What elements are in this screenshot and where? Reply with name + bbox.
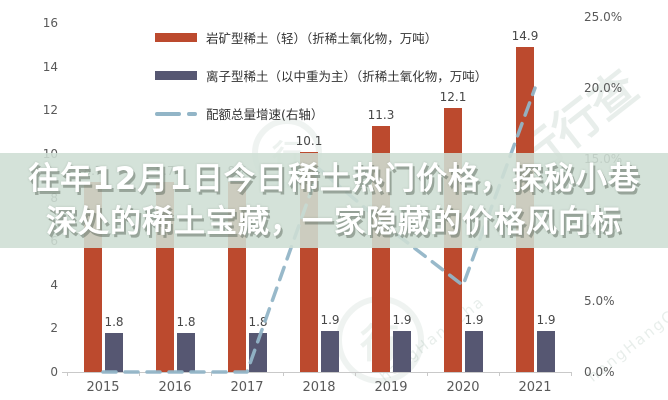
right-axis-tick-label: 25.0% (584, 10, 623, 24)
bar-value-label: 1.9 (392, 312, 412, 327)
right-axis-tick-label: 20.0% (584, 81, 623, 95)
x-axis-tick (67, 372, 68, 376)
right-axis-tick-label: 0.0% (584, 365, 615, 379)
x-axis-year-label: 2017 (230, 380, 264, 395)
left-axis-tick-label: 4 (50, 277, 58, 292)
bar-ion-type-2018 (321, 330, 339, 372)
bar-value-label: 14.9 (511, 28, 539, 43)
bar-ion-type-2020 (465, 330, 483, 372)
x-axis-tick (211, 372, 212, 376)
bar-ion-type-2016 (177, 332, 195, 372)
headline-line1: 往年12月1日今日稀土热门价格，探秘小巷 (28, 160, 640, 197)
chart-legend: 岩矿型稀土（轻）（折稀土氧化物，万吨） 离子型稀土（以中重为主）（折稀土氧化物，… (155, 27, 487, 141)
bar-ion-type-2015 (105, 332, 123, 372)
x-axis-year-label: 2018 (302, 380, 336, 395)
bar-value-label: 1.8 (176, 314, 196, 329)
legend-item: 岩矿型稀土（轻）（折稀土氧化物，万吨） (155, 27, 487, 48)
legend-item-label: 离子型稀土（以中重为主）（折稀土氧化物，万吨） (206, 69, 488, 84)
legend-item: 配额总量增速(右轴） (155, 103, 487, 124)
bar-value-label: 11.3 (367, 107, 395, 122)
left-axis-tick-label: 16 (42, 16, 58, 30)
x-axis-line (62, 372, 571, 373)
x-axis-year-label: 2016 (158, 380, 192, 395)
x-axis-year-label: 2020 (446, 380, 480, 395)
left-axis-tick-label: 14 (42, 59, 58, 74)
bar-value-label: 1.8 (248, 314, 268, 329)
x-axis-year-label: 2021 (518, 380, 552, 395)
x-axis-tick (427, 372, 428, 376)
x-axis-tick (355, 372, 356, 376)
legend-item: 离子型稀土（以中重为主）（折稀土氧化物，万吨） (155, 65, 487, 86)
legend-swatch-ion (155, 71, 197, 80)
bar-ion-type-2021 (537, 330, 555, 372)
bar-ion-type-2017 (249, 332, 267, 372)
x-axis-tick (571, 372, 572, 376)
headline-banner: 往年12月1日今日稀土热门价格，探秘小巷 深处的稀土宝藏，一家隐藏的价格风向标 (0, 153, 668, 248)
legend-swatch-rock (155, 33, 197, 42)
left-axis-tick-label: 2 (50, 321, 58, 336)
bar-value-label: 1.9 (536, 312, 556, 327)
headline-line2: 深处的稀土宝藏，一家隐藏的价格风向标 (46, 203, 622, 240)
bar-value-label: 1.8 (104, 314, 124, 329)
x-axis-tick (499, 372, 500, 376)
bar-value-label: 10.1 (295, 133, 323, 148)
right-axis-tick-label: 5.0% (584, 294, 615, 308)
legend-item-label: 岩矿型稀土（轻）（折稀土氧化物，万吨） (206, 31, 438, 46)
legend-swatch-growth-line (155, 111, 197, 116)
x-axis-year-label: 2019 (374, 380, 408, 395)
x-axis-tick (139, 372, 140, 376)
bar-value-label: 12.1 (439, 90, 467, 105)
legend-item-label: 配额总量增速(右轴） (206, 107, 324, 122)
bar-value-label: 1.9 (320, 312, 340, 327)
left-axis-tick-label: 12 (42, 103, 58, 118)
x-axis-tick (283, 372, 284, 376)
x-axis-year-label: 2015 (86, 380, 120, 395)
bar-ion-type-2019 (393, 330, 411, 372)
left-axis-tick-label: 0 (50, 365, 58, 379)
bar-value-label: 1.9 (464, 312, 484, 327)
